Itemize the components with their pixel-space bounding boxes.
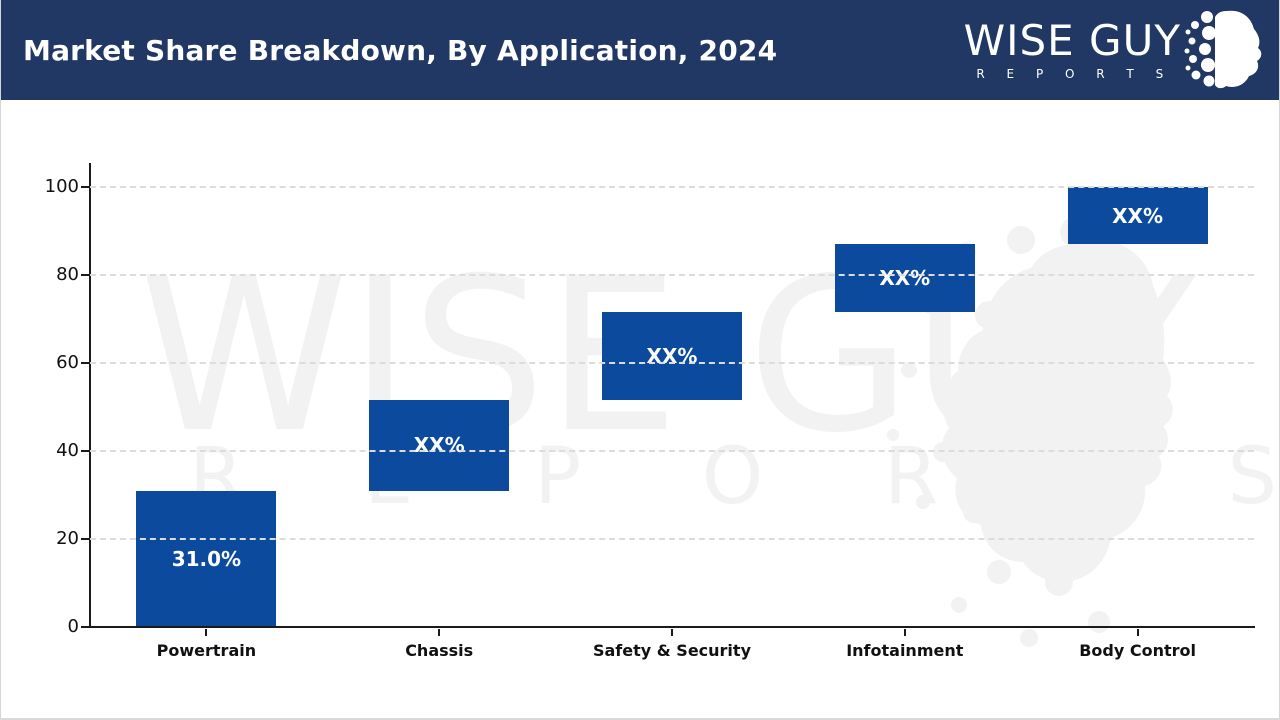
- logo-subtitle: R E P O R T S: [976, 67, 1173, 81]
- x-category-label: Infotainment: [846, 641, 964, 660]
- y-axis-line: [89, 163, 91, 628]
- y-tick-mark-100: [81, 186, 89, 188]
- y-tick-label-0: 0: [67, 616, 79, 637]
- bar-value-label: XX%: [646, 344, 698, 369]
- chart-title: Market Share Breakdown, By Application, …: [23, 33, 778, 67]
- x-tick-mark-2: [671, 629, 673, 636]
- gridline-y-60: [90, 362, 1254, 364]
- gridline-y-20: [90, 538, 1254, 540]
- y-tick-label-60: 60: [56, 352, 79, 373]
- gridline-y-40: [90, 450, 1254, 452]
- chart-plot-area: WISE GUY R E P O R T S: [1, 100, 1279, 718]
- y-tick-label-20: 20: [56, 528, 79, 549]
- bar-value-label: 31.0%: [171, 546, 242, 571]
- x-tick-mark-1: [438, 629, 441, 636]
- bar-powertrain: 31.0%: [136, 490, 277, 627]
- logo-face-icon: [1183, 5, 1267, 95]
- x-category-label: Safety & Security: [592, 641, 751, 660]
- x-category-label: Powertrain: [156, 641, 257, 660]
- wise-guy-reports-logo: WISE GUY R E P O R T S: [964, 5, 1267, 95]
- bar-infotainment: XX%: [834, 244, 975, 313]
- x-axis-line: [89, 626, 1255, 628]
- y-tick-mark-80: [81, 274, 89, 276]
- y-tick-mark-40: [81, 450, 89, 452]
- header-band: Market Share Breakdown, By Application, …: [1, 0, 1279, 100]
- bar-value-label: XX%: [413, 433, 465, 458]
- bar-chassis: XX%: [369, 400, 510, 491]
- y-tick-label-100: 100: [44, 176, 79, 197]
- x-tick-mark-4: [1136, 629, 1139, 636]
- logo-wordmark: WISE GUY: [963, 16, 1181, 65]
- bar-safety-security: XX%: [602, 312, 742, 401]
- x-tick-mark-3: [903, 629, 906, 636]
- y-tick-label-40: 40: [56, 440, 79, 461]
- x-category-label: Body Control: [1079, 641, 1196, 660]
- gridline-y-80: [90, 274, 1254, 276]
- logo-text: WISE GUY R E P O R T S: [963, 16, 1181, 81]
- x-category-label: Chassis: [405, 641, 474, 660]
- bar-value-label: XX%: [1112, 203, 1164, 228]
- x-tick-mark-0: [205, 629, 208, 636]
- bar-body-control: XX%: [1067, 187, 1208, 245]
- gridline-y-100: [90, 186, 1254, 188]
- y-tick-label-80: 80: [56, 264, 79, 285]
- y-tick-mark-20: [81, 538, 89, 540]
- y-tick-mark-60: [81, 362, 89, 364]
- bar-value-label: XX%: [879, 266, 931, 291]
- y-tick-mark-0: [81, 626, 89, 628]
